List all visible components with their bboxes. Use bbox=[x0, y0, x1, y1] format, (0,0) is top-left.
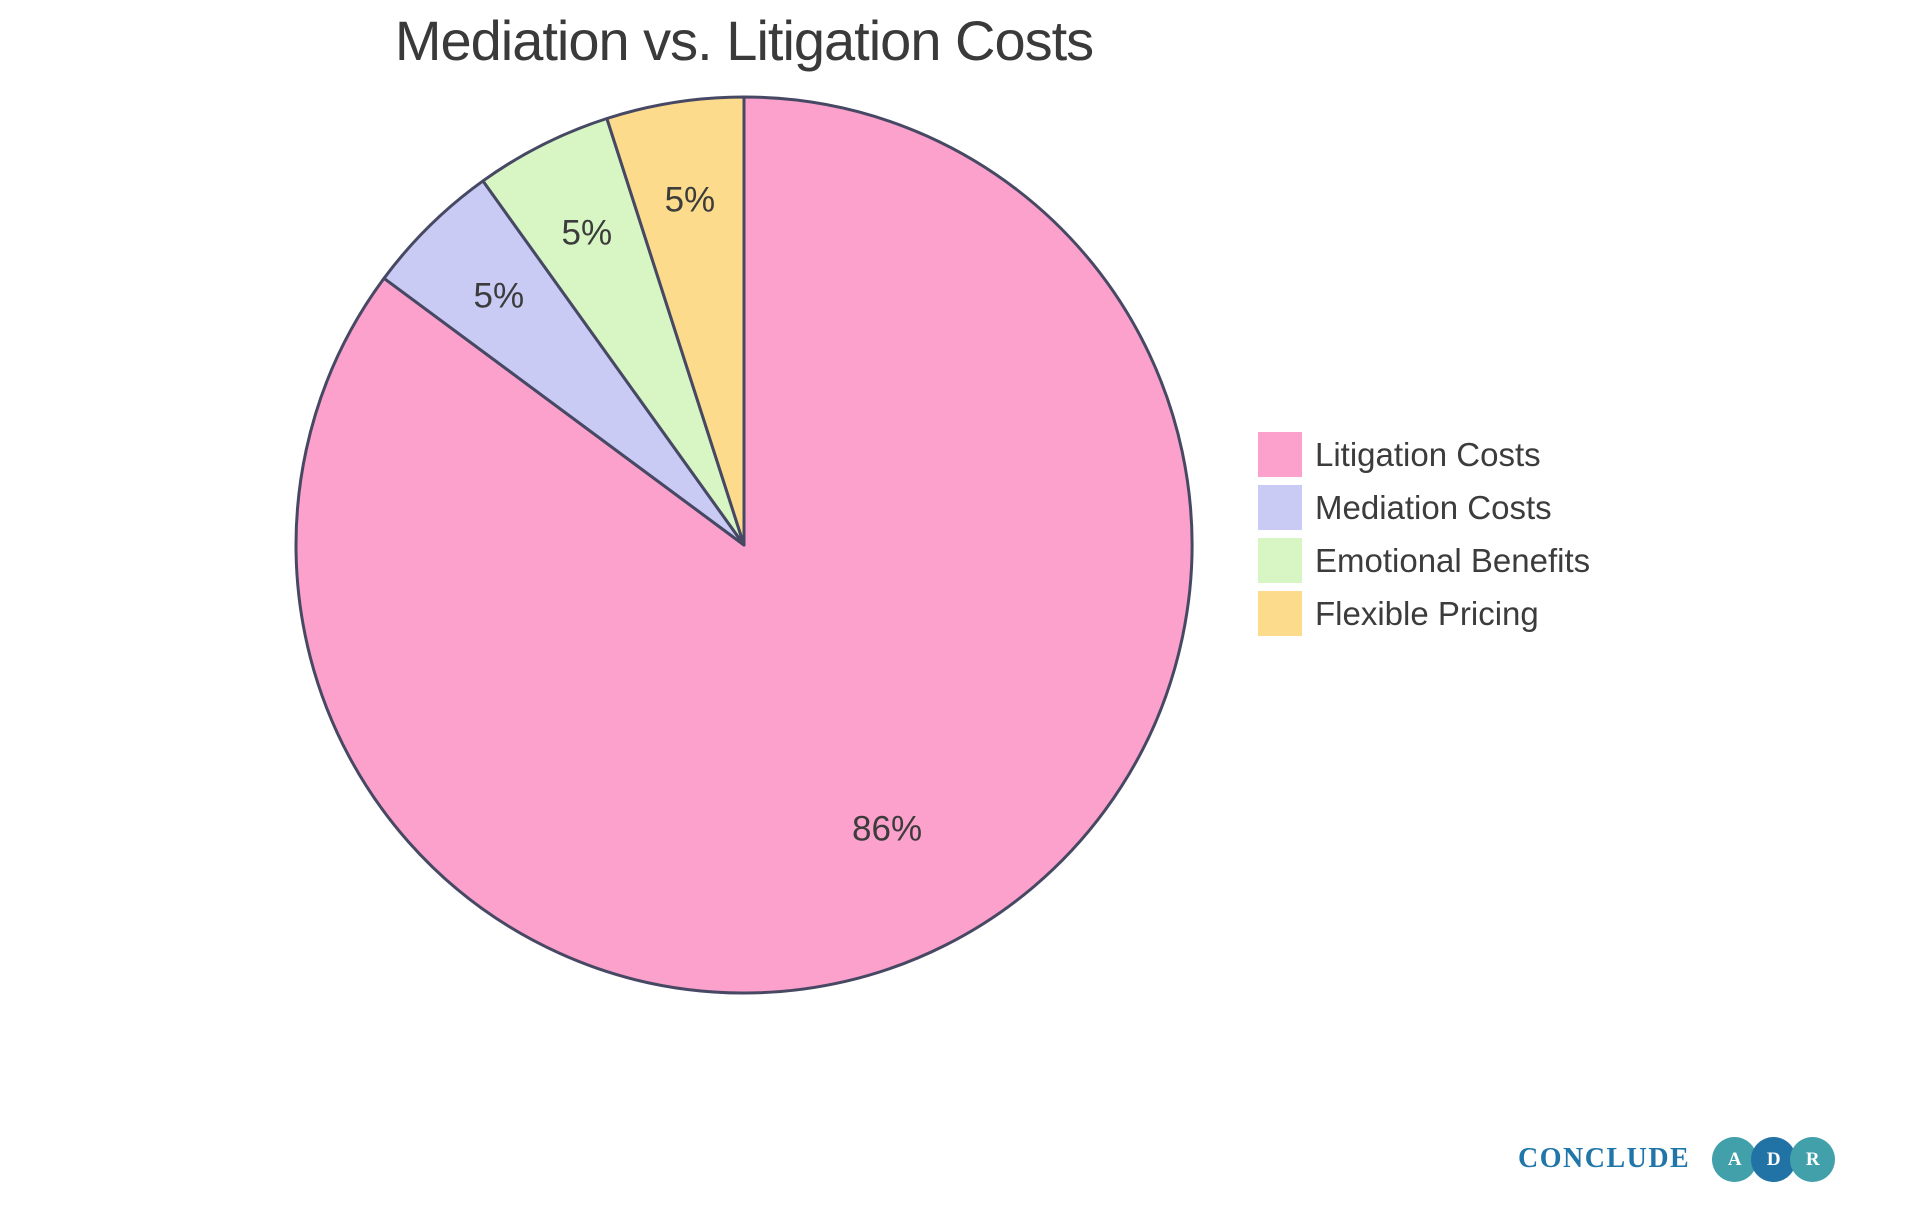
legend-swatch-emotional-benefits bbox=[1258, 538, 1302, 583]
pie-slice-label-0: 86% bbox=[852, 810, 922, 849]
pie-slice-label-3: 5% bbox=[665, 180, 716, 219]
pie-slice-label-2: 5% bbox=[562, 213, 613, 252]
logo-wordmark: CONCLUDE bbox=[1518, 1143, 1691, 1174]
legend-label: Mediation Costs bbox=[1315, 488, 1552, 526]
legend-item-mediation-costs: Mediation Costs bbox=[1258, 485, 1590, 530]
logo-letter-d: D bbox=[1766, 1148, 1781, 1170]
legend-label: Emotional Benefits bbox=[1315, 541, 1591, 579]
legend-item-flexible-pricing: Flexible Pricing bbox=[1258, 591, 1590, 636]
pie-slice-label-1: 5% bbox=[474, 276, 525, 315]
logo-circle-a: A bbox=[1712, 1136, 1758, 1182]
brand-logo: CONCLUDE A D R bbox=[1518, 1136, 1836, 1182]
legend: Litigation Costs Mediation Costs Emotion… bbox=[1258, 432, 1590, 636]
logo-circle-r: R bbox=[1790, 1136, 1836, 1182]
legend-swatch-flexible-pricing bbox=[1258, 591, 1302, 636]
legend-swatch-litigation-costs bbox=[1258, 432, 1302, 477]
logo-circles: A D R bbox=[1712, 1136, 1836, 1182]
legend-item-litigation-costs: Litigation Costs bbox=[1258, 432, 1590, 477]
pie-slice-3 bbox=[605, 95, 746, 547]
chart-title: Mediation vs. Litigation Costs bbox=[394, 9, 1094, 72]
legend-swatch-mediation-costs bbox=[1258, 485, 1302, 530]
legend-item-emotional-benefits: Emotional Benefits bbox=[1258, 538, 1590, 583]
legend-label: Flexible Pricing bbox=[1315, 594, 1539, 632]
logo-circle-d: D bbox=[1751, 1136, 1797, 1182]
legend-label: Litigation Costs bbox=[1315, 435, 1541, 473]
logo-letter-r: R bbox=[1805, 1148, 1820, 1170]
logo-letter-a: A bbox=[1727, 1148, 1742, 1170]
